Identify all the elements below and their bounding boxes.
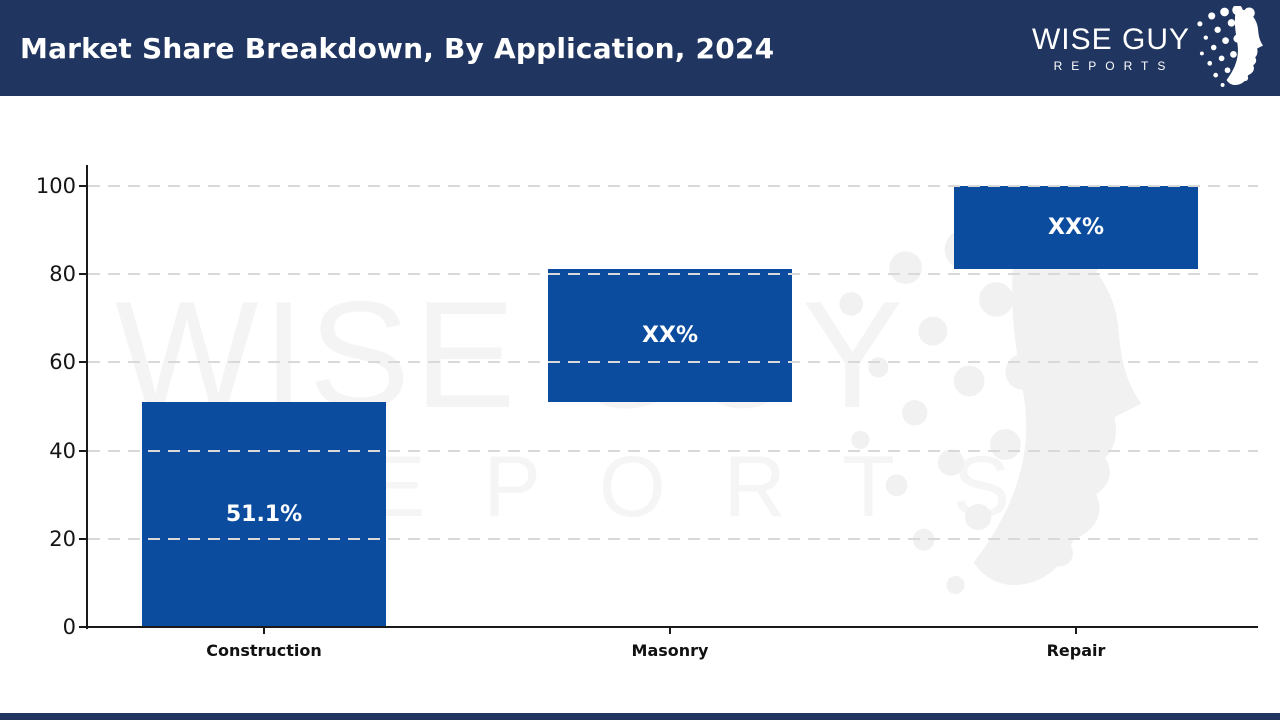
y-axis-line xyxy=(86,165,88,629)
header-bar: Market Share Breakdown, By Application, … xyxy=(0,0,1280,96)
x-category-label: Construction xyxy=(206,641,322,660)
x-tick-mark xyxy=(669,628,671,634)
bar-value-label: XX% xyxy=(642,322,698,348)
y-tick-mark xyxy=(79,537,86,540)
x-axis-line xyxy=(86,626,1258,628)
y-tick-mark xyxy=(79,273,86,276)
watermark-face-icon xyxy=(839,222,1142,595)
y-tick-mark xyxy=(79,626,86,628)
bar-segment: 51.1% xyxy=(142,401,386,627)
bar-value-label: XX% xyxy=(1048,214,1104,240)
gridline xyxy=(88,449,1258,452)
y-tick-label: 60 xyxy=(49,350,76,375)
wise-guy-logo: WISE GUY REPORTS xyxy=(1032,6,1280,90)
bar-segment: XX% xyxy=(954,186,1198,269)
logo-wordmark: WISE GUY xyxy=(1031,22,1190,56)
x-category-label: Repair xyxy=(1046,641,1106,660)
x-tick-mark xyxy=(263,628,265,634)
logo-subtitle: REPORTS xyxy=(1053,58,1175,73)
page-title: Market Share Breakdown, By Application, … xyxy=(20,31,775,65)
gridline xyxy=(88,185,1258,187)
logo-text: WISE GUY REPORTS xyxy=(1031,22,1190,73)
gridline xyxy=(88,537,1258,540)
bar-segment: XX% xyxy=(548,268,792,402)
bar-value-label: 51.1% xyxy=(225,501,303,527)
y-tick-label: 0 xyxy=(62,615,76,639)
x-category-label: Masonry xyxy=(631,641,709,660)
y-tick-mark xyxy=(79,449,86,452)
x-tick-mark xyxy=(1075,628,1077,634)
dotted-face-icon xyxy=(1197,6,1264,87)
y-tick-label: 100 xyxy=(35,174,76,198)
y-tick-label: 80 xyxy=(49,262,76,287)
gridline xyxy=(88,361,1258,364)
y-tick-label: 20 xyxy=(49,526,76,551)
footer-strip xyxy=(0,713,1280,720)
y-tick-label: 40 xyxy=(49,438,76,463)
gridline xyxy=(88,273,1258,276)
y-tick-mark xyxy=(79,185,86,187)
y-tick-mark xyxy=(79,361,86,364)
